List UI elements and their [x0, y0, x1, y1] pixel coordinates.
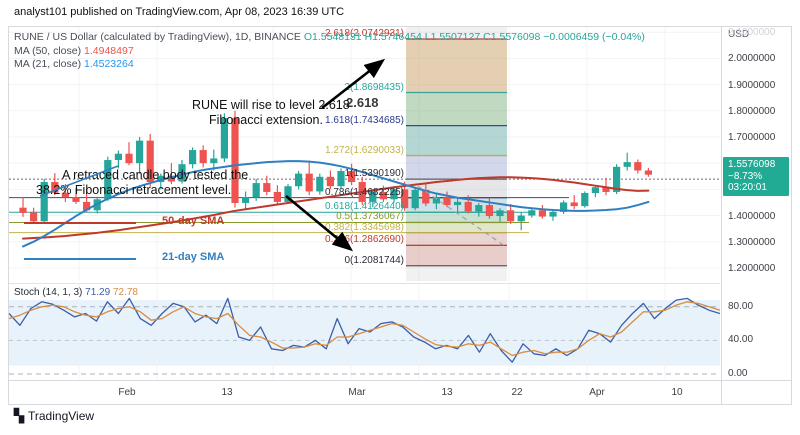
ma50-label: MA (50, close)	[14, 45, 82, 57]
stochastic-pane[interactable]	[9, 283, 720, 380]
price-tick-2.0000000: 2.0000000	[728, 53, 776, 65]
time-tick-10: 10	[671, 387, 683, 398]
tradingview-footer: ▚ TradingView	[14, 408, 94, 424]
annotation-upside-line2: Fibonacci extension.	[209, 113, 323, 127]
fib-level-label-0-382: 0.382(1.3345698)	[325, 221, 404, 233]
time-tick-13: 13	[221, 387, 233, 398]
fib-level-label-0-5: 0.5(1.3736067)	[336, 211, 404, 223]
fib-level-label-1: 1(1.5390190)	[344, 168, 405, 180]
ohlc-change-pct: (−0.04%)	[601, 31, 645, 43]
price-tick-1.3000000: 1.3000000	[728, 236, 776, 248]
ohlc-change: −0.0006459	[543, 31, 600, 43]
ohlc-low: L1.5507127	[424, 31, 481, 43]
symbol-legend: RUNE / US Dollar (calculated by TradingV…	[14, 31, 645, 43]
tradingview-logo-icon: ▚	[14, 408, 24, 423]
current-price-value: 1.5576098	[728, 159, 776, 171]
time-axis-divider	[721, 381, 722, 404]
ma21-legend: MA (21, close) 1.4523264	[14, 58, 134, 70]
price-plot	[9, 27, 720, 281]
bar-countdown: 03:20:01	[728, 182, 767, 194]
publisher-byline: analyst101 published on TradingView.com,…	[14, 6, 345, 18]
ohlc-close: C1.5576098	[483, 31, 541, 43]
price-axis[interactable]: USD 2.1000000 2.0000000 1.9000000 1.8000000…	[721, 27, 791, 380]
fib-level-label-2-618: 2.618(2.0742931)	[325, 27, 404, 39]
stoch-k-value: 71.29	[85, 287, 111, 298]
time-tick-13: 13	[441, 387, 453, 398]
price-tick-1.2000000: 1.2000000	[728, 262, 776, 274]
ohlc-high: H1.5746454	[364, 31, 422, 43]
sma50-swatch	[24, 222, 136, 224]
price-tick-1.7000000: 1.7000000	[728, 131, 776, 143]
fib-level-label-1-272: 1.272(1.6290033)	[325, 144, 404, 156]
price-tick-2.1000000: 2.1000000	[728, 27, 776, 39]
annotation-retrace-line1: A retraced candle body tested the	[62, 168, 249, 182]
symbol-title: RUNE / US Dollar (calculated by TradingV…	[14, 31, 301, 43]
tradingview-wordmark: TradingView	[28, 409, 95, 423]
stochastic-plot	[9, 284, 720, 380]
current-price-change: −8.73%	[728, 170, 763, 182]
annotation-upside-line1: RUNE will rise to level 2.618	[192, 98, 350, 112]
price-tick-1.9000000: 1.9000000	[728, 79, 776, 91]
fib-level-label-0-618: 0.618(1.4126440)	[325, 201, 404, 213]
fib-level-label-0: 0(1.2081744)	[344, 254, 405, 266]
time-tick-Mar: Mar	[348, 387, 366, 398]
fib-level-label-0-786: 0.786(1.4682225)	[325, 186, 404, 198]
stoch-tick-0: 0.00	[728, 368, 748, 379]
stoch-d-value: 72.78	[112, 287, 138, 298]
fib-level-label-2: 2(1.8698435)	[344, 81, 405, 93]
annotation-retrace-line2: 38.2% Fibonacci retracement level.	[36, 183, 232, 197]
price-tick-1.4000000: 1.4000000	[728, 210, 776, 222]
stoch-tick-80: 80.00	[728, 300, 754, 312]
fib-level-label-0-236: 0.236(1.2862690)	[325, 234, 404, 246]
price-axis-unit: USD	[728, 29, 750, 40]
time-tick-Feb: Feb	[118, 387, 136, 398]
stochastic-legend: Stoch (14, 1, 3) 71.29 72.78	[14, 287, 138, 298]
price-tick-1.8000000: 1.8000000	[728, 105, 776, 117]
stoch-tick-40: 40.00	[728, 334, 754, 346]
ma50-legend: MA (50, close) 1.4948497	[14, 45, 134, 57]
annotation-target-value: 2.618	[346, 95, 379, 110]
fib-level-label-1-618: 1.618(1.7434685)	[325, 114, 404, 126]
sma50-legend-label: 50-day SMA	[162, 215, 225, 227]
ohlc-open: O1.5548131	[303, 31, 362, 43]
ma21-label: MA (21, close)	[14, 58, 82, 70]
time-tick-Apr: Apr	[589, 387, 605, 398]
sma21-swatch	[24, 258, 136, 260]
ma50-value: 1.4948497	[84, 45, 134, 57]
current-price-badge: 1.5576098 −8.73% 03:20:01	[723, 157, 789, 196]
time-tick-22: 22	[511, 387, 523, 398]
sma21-legend-label: 21-day SMA	[162, 251, 225, 263]
ma21-value: 1.4523264	[84, 58, 134, 70]
price-pane[interactable]	[9, 27, 720, 281]
stoch-title: Stoch (14, 1, 3)	[14, 287, 83, 298]
time-axis[interactable]: Feb 13 Mar 13 22 Apr 10	[8, 381, 792, 405]
